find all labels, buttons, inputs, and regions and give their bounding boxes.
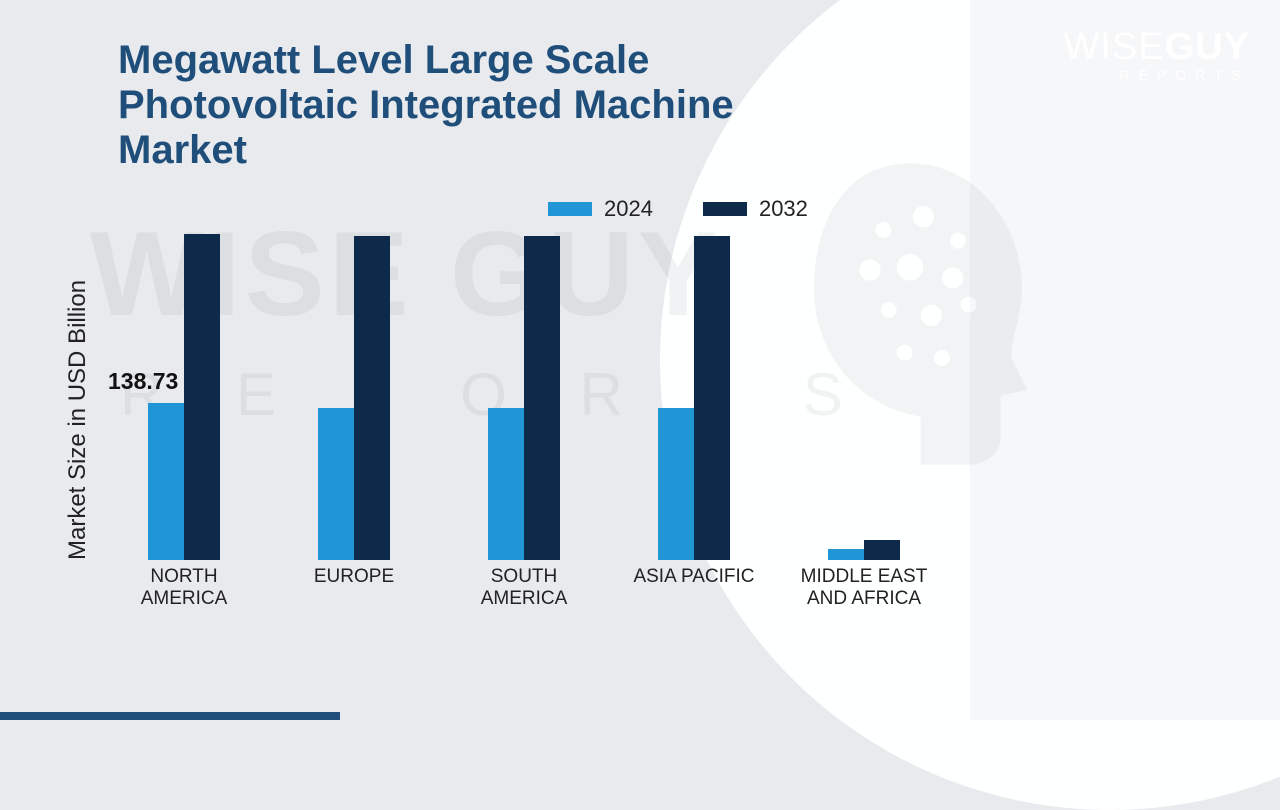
bar-2032 bbox=[694, 236, 730, 560]
category-label: EUROPE bbox=[279, 566, 429, 588]
brand-name-b: GUY bbox=[1165, 26, 1250, 68]
legend-label-2032: 2032 bbox=[759, 196, 808, 222]
bar-2024 bbox=[658, 408, 694, 560]
brand-logo-line2: REPORTS bbox=[1064, 68, 1250, 82]
category-label: ASIA PACIFIC bbox=[619, 566, 769, 588]
y-axis-label: Market Size in USD Billion bbox=[64, 280, 92, 560]
bar-2024 bbox=[488, 408, 524, 560]
legend-swatch-2032 bbox=[703, 202, 747, 216]
bar-2032 bbox=[354, 236, 390, 560]
bar-2032 bbox=[524, 236, 560, 560]
bar-chart-plot-area: NORTH AMERICAEUROPESOUTH AMERICAASIA PAC… bbox=[118, 220, 958, 560]
brand-logo: WISEGUY REPORTS bbox=[1064, 28, 1250, 82]
chart-legend: 2024 2032 bbox=[548, 196, 808, 222]
decorative-bottom-bar bbox=[0, 712, 340, 720]
bar-2024 bbox=[318, 408, 354, 560]
bar-2024 bbox=[148, 403, 184, 560]
category-label: SOUTH AMERICA bbox=[449, 566, 599, 611]
chart-title: Megawatt Level Large Scale Photovoltaic … bbox=[118, 38, 758, 172]
legend-label-2024: 2024 bbox=[604, 196, 653, 222]
bar-2024 bbox=[828, 549, 864, 560]
brand-name-a: WISE bbox=[1064, 26, 1165, 68]
brand-logo-line1: WISEGUY bbox=[1064, 28, 1250, 66]
bar-2032 bbox=[864, 540, 900, 560]
legend-item-2024: 2024 bbox=[548, 196, 653, 222]
bar-2032 bbox=[184, 234, 220, 560]
bar-value-label: 138.73 bbox=[108, 368, 178, 395]
category-label: MIDDLE EAST AND AFRICA bbox=[789, 566, 939, 611]
legend-item-2032: 2032 bbox=[703, 196, 808, 222]
legend-swatch-2024 bbox=[548, 202, 592, 216]
category-label: NORTH AMERICA bbox=[109, 566, 259, 611]
